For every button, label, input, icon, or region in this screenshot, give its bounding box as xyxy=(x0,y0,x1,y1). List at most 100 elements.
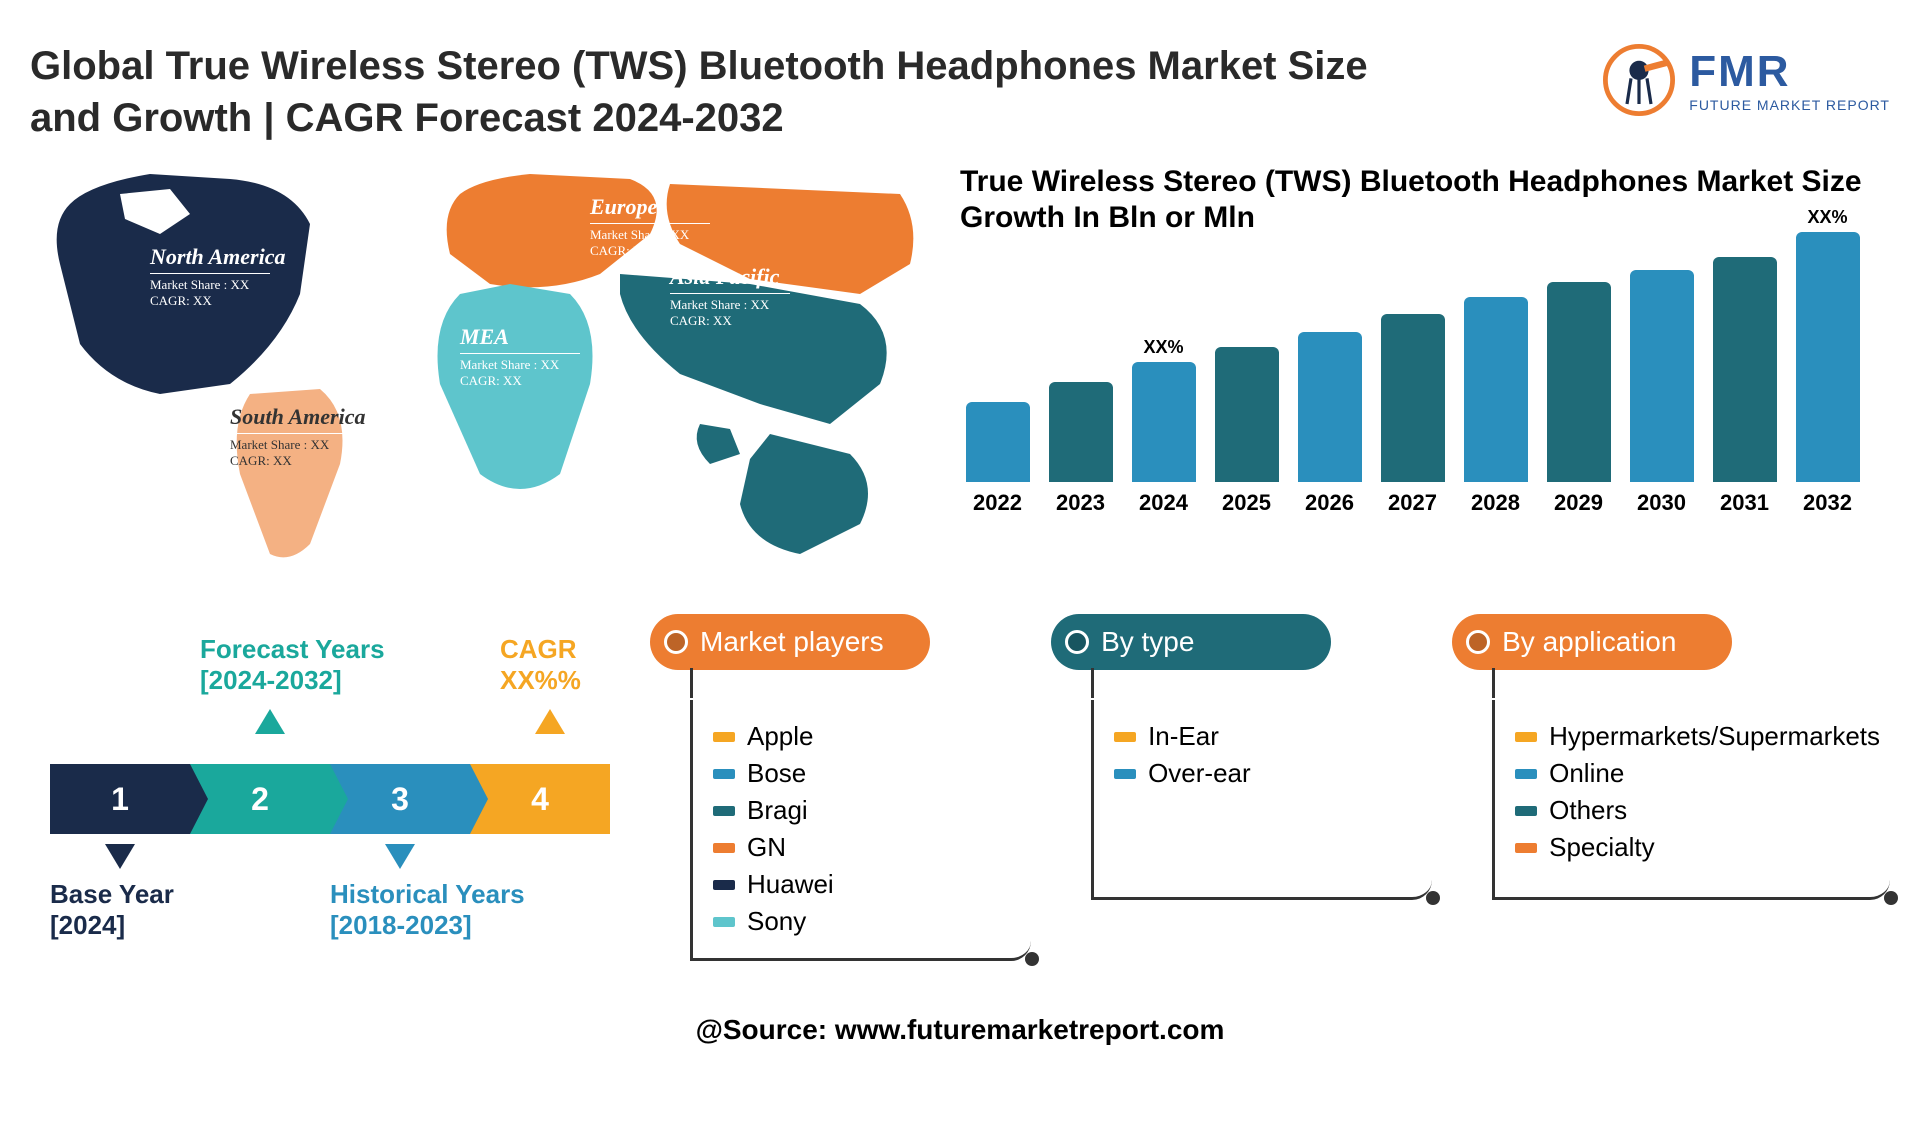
region-cagr: CAGR: XX xyxy=(150,293,285,309)
bar xyxy=(1215,347,1279,482)
bullet-icon xyxy=(713,880,735,890)
region-name: Europe xyxy=(590,194,710,220)
base-range: [2024] xyxy=(50,910,125,940)
timeline-segment: 4 xyxy=(470,764,610,834)
bar-chart: True Wireless Stereo (TWS) Bluetooth Hea… xyxy=(960,164,1890,604)
bar xyxy=(966,402,1030,482)
timeline-segment: 2 xyxy=(190,764,330,834)
cagr-value: XX%% xyxy=(500,665,581,695)
historical-title: Historical Years xyxy=(330,879,525,909)
region-share: Market Share : XX xyxy=(590,227,710,243)
item-label: Hypermarkets/Supermarkets xyxy=(1549,721,1880,752)
category-box: By typeIn-EarOver-ear xyxy=(1051,614,1432,974)
bar-column: XX%2032 xyxy=(1790,207,1865,516)
item-label: Sony xyxy=(747,906,806,937)
world-map: North AmericaMarket Share : XXCAGR: XX So… xyxy=(30,164,930,604)
bar-label: 2022 xyxy=(973,490,1022,516)
bar-column: 2029 xyxy=(1541,257,1616,516)
item-label: Apple xyxy=(747,721,814,752)
item-label: Over-ear xyxy=(1148,758,1251,789)
bar xyxy=(1464,297,1528,482)
item-label: Huawei xyxy=(747,869,834,900)
main-area: North AmericaMarket Share : XXCAGR: XX So… xyxy=(30,164,1890,604)
item-label: GN xyxy=(747,832,786,863)
bar xyxy=(1381,314,1445,482)
category-box: Market players Apple Bose Bragi GN Huawei Sony xyxy=(650,614,1031,974)
cagr-title: CAGR xyxy=(500,634,577,664)
bar-column: 2026 xyxy=(1292,307,1367,516)
region-label: South AmericaMarket Share : XXCAGR: XX xyxy=(230,404,366,469)
category-item: Bragi xyxy=(713,795,1021,826)
bar-label: 2023 xyxy=(1056,490,1105,516)
region-share: Market Share : XX xyxy=(460,357,580,373)
region-label: Asia PacificMarket Share : XXCAGR: XX xyxy=(670,264,790,329)
timeline-segment: 3 xyxy=(330,764,470,834)
bullet-icon xyxy=(1515,769,1537,779)
category-item: Apple xyxy=(713,721,1021,752)
telescope-icon xyxy=(1599,40,1679,120)
forecast-title: Forecast Years xyxy=(200,634,385,664)
category-box: By application Hypermarkets/Supermarkets O… xyxy=(1452,614,1890,974)
item-label: Specialty xyxy=(1549,832,1655,863)
bar-column: 2022 xyxy=(960,377,1035,516)
bar-annotation: XX% xyxy=(1143,337,1183,357)
item-label: In-Ear xyxy=(1148,721,1219,752)
bullet-icon xyxy=(1114,732,1136,742)
category-body: Apple Bose Bragi GN Huawei Sony xyxy=(690,700,1031,961)
category-header: Market players xyxy=(650,614,930,670)
category-item: Sony xyxy=(713,906,1021,937)
bullet-icon xyxy=(1515,732,1537,742)
timeline-segment: 1 xyxy=(50,764,190,834)
region-label: MEA Market Share : XXCAGR: XX xyxy=(460,324,580,389)
bar xyxy=(1298,332,1362,482)
bullet-icon xyxy=(1515,806,1537,816)
region-share: Market Share : XX xyxy=(150,277,285,293)
bar-label: 2026 xyxy=(1305,490,1354,516)
timeline: Forecast Years [2024-2032] CAGR XX%% 123… xyxy=(30,614,630,974)
bullet-icon xyxy=(1114,769,1136,779)
bar-column: XX%2024 xyxy=(1126,337,1201,516)
region-cagr: CAGR: XX xyxy=(460,373,580,389)
category-item: Others xyxy=(1515,795,1880,826)
region-name: MEA xyxy=(460,324,580,350)
category-body: Hypermarkets/Supermarkets Online Others Spe… xyxy=(1492,700,1890,900)
bar-column: 2028 xyxy=(1458,272,1533,516)
forecast-label: Forecast Years [2024-2032] xyxy=(200,634,385,696)
bar xyxy=(1547,282,1611,482)
bar-column: 2023 xyxy=(1043,357,1118,516)
bars-container: 2022 2023 XX%2024 2025 2026 2027 2028 2029 2030 2… xyxy=(960,246,1890,516)
region-share: Market Share : XX xyxy=(230,437,366,453)
bar xyxy=(1713,257,1777,482)
bar-label: 2032 xyxy=(1803,490,1852,516)
region-name: Asia Pacific xyxy=(670,264,790,290)
logo: FMR FUTURE MARKET REPORT xyxy=(1599,40,1890,120)
bar-column: 2025 xyxy=(1209,322,1284,516)
category-body: In-Ear Over-ear xyxy=(1091,700,1432,900)
bullet-icon xyxy=(1515,843,1537,853)
category-item: In-Ear xyxy=(1114,721,1422,752)
item-label: Bragi xyxy=(747,795,808,826)
bullet-icon xyxy=(713,917,735,927)
bar-column: 2027 xyxy=(1375,289,1450,516)
forecast-range: [2024-2032] xyxy=(200,665,342,695)
item-label: Online xyxy=(1549,758,1624,789)
category-header: By application xyxy=(1452,614,1732,670)
bar xyxy=(1132,362,1196,482)
bar-label: 2031 xyxy=(1720,490,1769,516)
logo-text: FMR FUTURE MARKET REPORT xyxy=(1689,47,1890,113)
timeline-bar: 1234 xyxy=(50,764,610,834)
category-item: Online xyxy=(1515,758,1880,789)
region-share: Market Share : XX xyxy=(670,297,790,313)
bar-column: 2031 xyxy=(1707,232,1782,516)
item-label: Bose xyxy=(747,758,806,789)
region-label: North AmericaMarket Share : XXCAGR: XX xyxy=(150,244,285,309)
category-item: Huawei xyxy=(713,869,1021,900)
item-label: Others xyxy=(1549,795,1627,826)
bar-label: 2025 xyxy=(1222,490,1271,516)
bullet-icon xyxy=(713,732,735,742)
bottom-area: Forecast Years [2024-2032] CAGR XX%% 123… xyxy=(30,614,1890,974)
bullet-icon xyxy=(713,769,735,779)
bar-label: 2030 xyxy=(1637,490,1686,516)
bar-label: 2028 xyxy=(1471,490,1520,516)
header: Global True Wireless Stereo (TWS) Blueto… xyxy=(30,40,1890,144)
